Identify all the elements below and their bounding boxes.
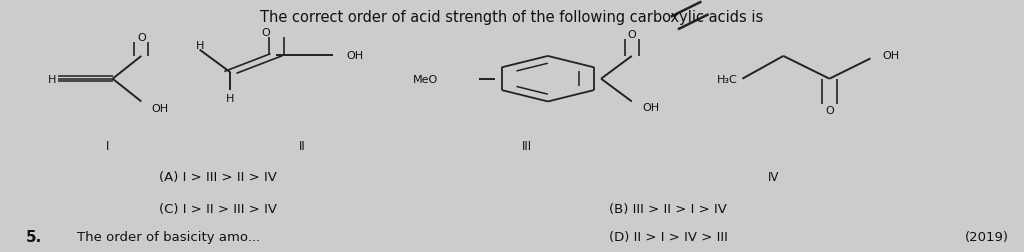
- Text: (A) I > III > II > IV: (A) I > III > II > IV: [159, 170, 276, 183]
- Text: (C) I > II > III > IV: (C) I > II > III > IV: [159, 203, 276, 216]
- Text: (2019): (2019): [965, 230, 1009, 243]
- Text: MeO: MeO: [413, 74, 438, 84]
- Text: III: III: [522, 140, 532, 153]
- Text: OH: OH: [883, 50, 900, 60]
- Text: H: H: [196, 40, 204, 50]
- Text: O: O: [137, 33, 145, 43]
- Text: O: O: [825, 106, 834, 116]
- Text: OH: OH: [152, 103, 169, 113]
- Text: The correct order of acid strength of the following carboxylic acids is: The correct order of acid strength of th…: [260, 10, 764, 25]
- Text: O: O: [262, 28, 270, 38]
- Text: 5.: 5.: [26, 229, 42, 244]
- Text: O: O: [628, 30, 636, 40]
- Text: H: H: [226, 93, 234, 103]
- Text: I: I: [105, 140, 110, 153]
- Text: IV: IV: [767, 170, 779, 183]
- Text: H₃C: H₃C: [717, 74, 737, 84]
- Text: II: II: [299, 140, 305, 153]
- Text: OH: OH: [642, 102, 659, 112]
- Text: (B) III > II > I > IV: (B) III > II > I > IV: [609, 203, 727, 216]
- Text: The order of basicity amo...: The order of basicity amo...: [77, 230, 260, 243]
- Text: H: H: [48, 74, 56, 84]
- Text: OH: OH: [346, 50, 364, 60]
- Text: (D) II > I > IV > III: (D) II > I > IV > III: [609, 230, 728, 243]
